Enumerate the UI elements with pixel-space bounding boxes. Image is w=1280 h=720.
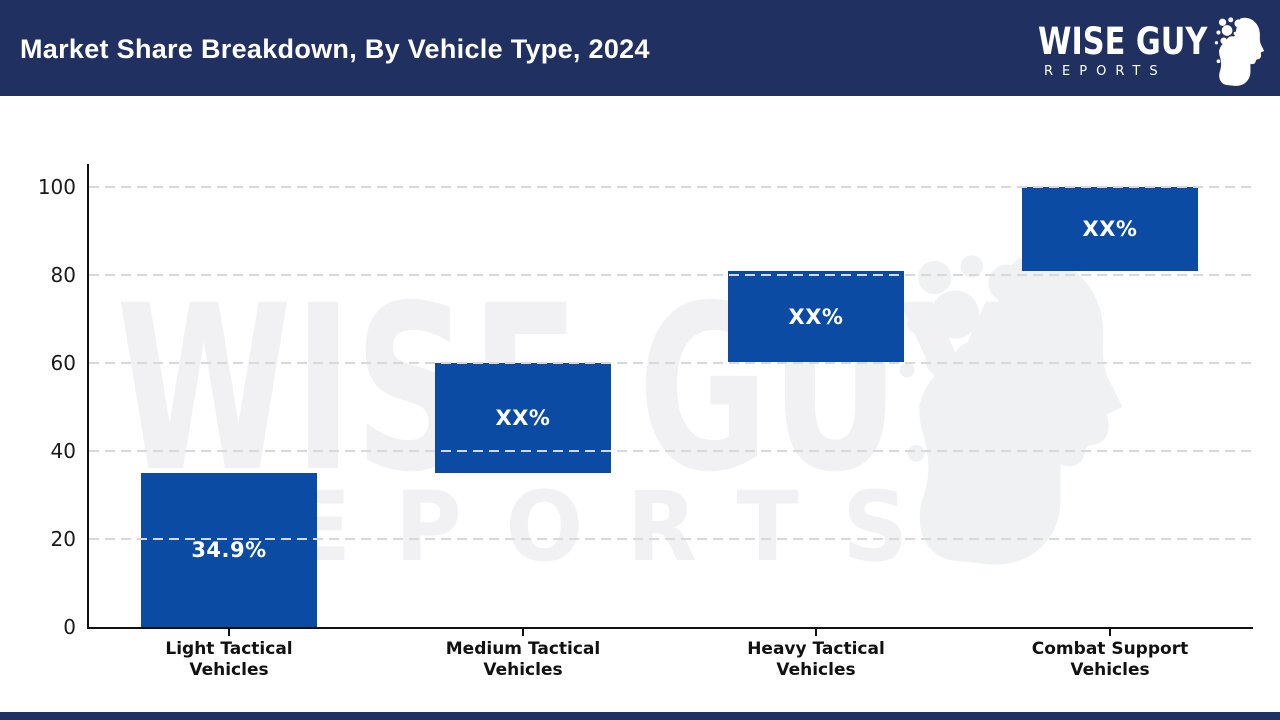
watermark-head-icon (899, 255, 1123, 565)
footer-bar (0, 712, 1280, 720)
x-category-label: Light Tactical Vehicles (165, 639, 293, 680)
chart-area: WISE GUY REPORTS 0 20 40 60 80 100 34.9% XX% XX%… (0, 96, 1280, 712)
gridline (89, 450, 1253, 452)
y-tick-label: 20 (50, 527, 76, 551)
y-tick-label: 60 (50, 351, 76, 375)
wise-guy-head-icon (1214, 17, 1265, 86)
gridline (89, 274, 1253, 276)
bar: XX% (1022, 187, 1198, 272)
x-category-label: Combat Support Vehicles (1031, 639, 1189, 680)
gridline (89, 186, 1253, 188)
bar: 34.9% (141, 473, 317, 627)
x-tick (522, 629, 524, 636)
header-bar: Market Share Breakdown, By Vehicle Type,… (0, 0, 1280, 96)
bar: XX% (728, 271, 904, 363)
x-tick (228, 629, 230, 636)
bar-value-label: XX% (788, 304, 844, 329)
bar-value-label: 34.9% (191, 538, 267, 563)
wise-guy-logo: WISE GUY REPORTS (1008, 6, 1268, 92)
x-tick (815, 629, 817, 636)
x-tick (1109, 629, 1111, 636)
y-tick-label: 0 (63, 615, 76, 639)
gridline (89, 538, 1253, 540)
y-tick-label: 80 (50, 263, 76, 287)
bar-value-label: XX% (1082, 217, 1138, 242)
y-tick-label: 100 (37, 175, 76, 199)
logo-text-main: WISE GUY (1038, 20, 1208, 63)
y-tick-label: 40 (50, 439, 76, 463)
logo-text-sub: REPORTS (1044, 64, 1167, 79)
gridline (89, 362, 1253, 364)
bar: XX% (435, 363, 611, 474)
x-category-label: Medium Tactical Vehicles (445, 639, 601, 680)
bar-value-label: XX% (495, 406, 551, 431)
x-category-label: Heavy Tactical Vehicles (747, 639, 885, 680)
y-axis-line (87, 164, 89, 629)
x-axis-line (87, 627, 1253, 629)
page-title: Market Share Breakdown, By Vehicle Type,… (20, 34, 650, 64)
